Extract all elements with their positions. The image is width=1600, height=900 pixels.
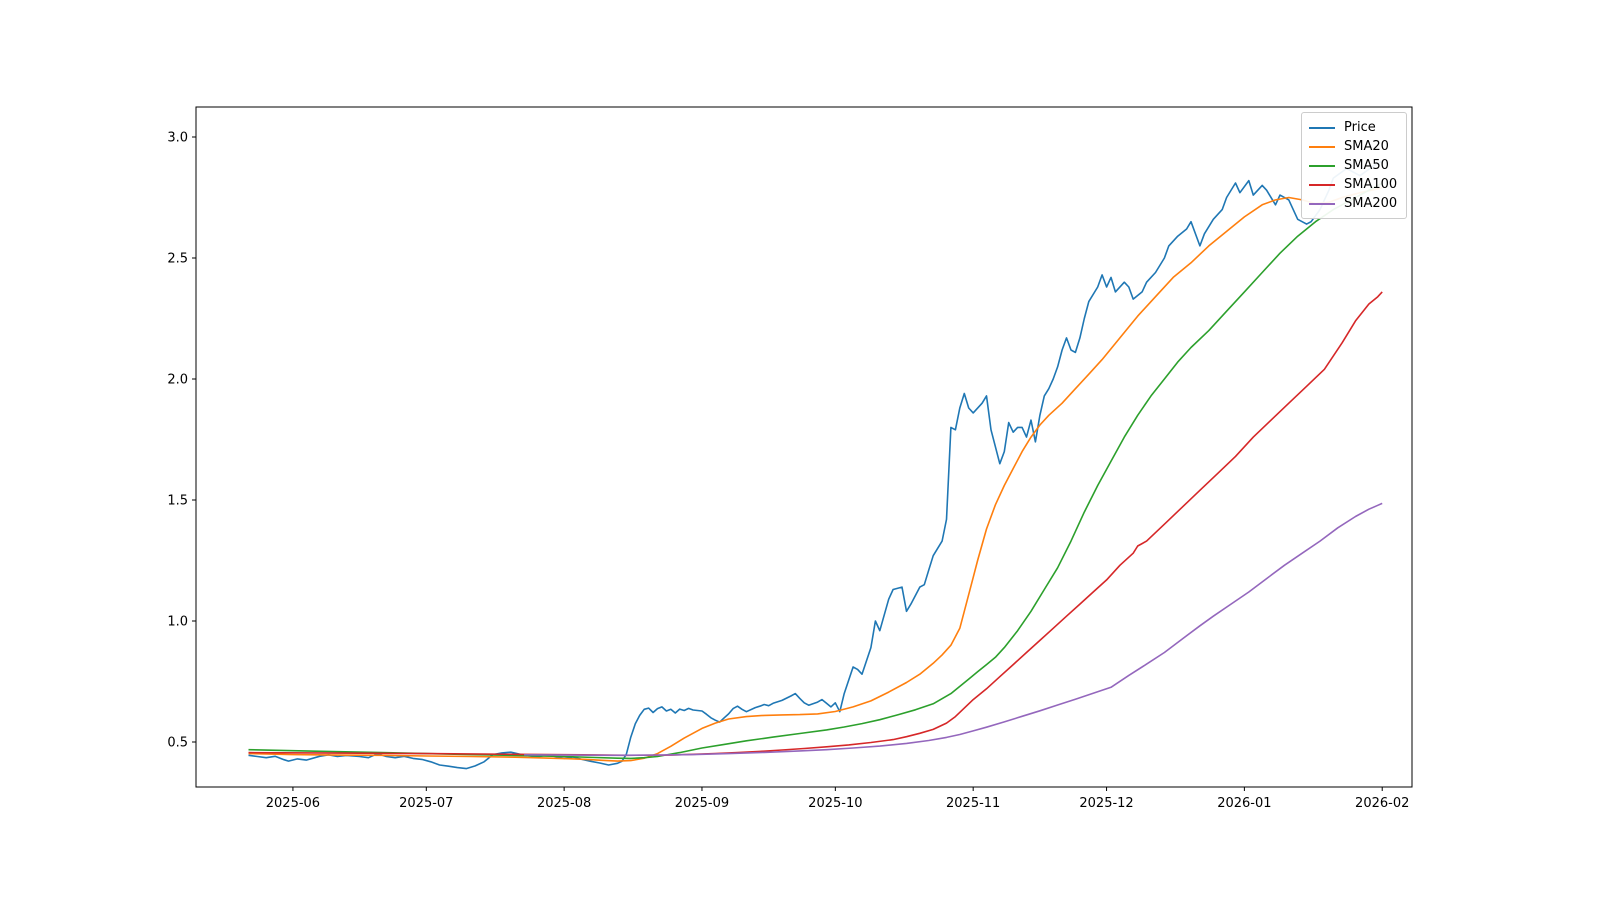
legend-label-sma100: SMA100 xyxy=(1344,177,1398,192)
legend-label-sma20: SMA20 xyxy=(1344,139,1389,154)
price-line-sample-icon xyxy=(1309,126,1335,129)
legend: Price SMA20 SMA50 SMA100 SMA200 xyxy=(1301,112,1407,219)
y-tick-label: 3.0 xyxy=(167,131,188,146)
series-line-sma200 xyxy=(524,502,1383,757)
series-line-sma20 xyxy=(248,187,1383,762)
series-line-sma50 xyxy=(248,182,1383,760)
y-tick-label: 2.5 xyxy=(167,252,188,267)
x-tick-label: 2025-10 xyxy=(808,796,862,811)
x-tick-label: 2025-09 xyxy=(675,796,729,811)
legend-item-price: Price xyxy=(1309,118,1399,137)
x-tick-label: 2025-06 xyxy=(266,796,320,811)
legend-item-sma100: SMA100 xyxy=(1309,175,1399,194)
sma50-line-sample-icon xyxy=(1309,164,1335,167)
y-tick-label: 1.5 xyxy=(167,493,188,508)
x-tick-label: 2026-02 xyxy=(1355,796,1409,811)
sma100-line-sample-icon xyxy=(1309,183,1335,186)
x-tick-label: 2025-12 xyxy=(1079,796,1133,811)
sma20-line-sample-icon xyxy=(1309,145,1335,148)
legend-item-sma50: SMA50 xyxy=(1309,156,1399,175)
legend-label-sma50: SMA50 xyxy=(1344,158,1389,173)
legend-item-sma200: SMA200 xyxy=(1309,194,1399,213)
sma200-line-sample-icon xyxy=(1309,202,1335,205)
y-tick-label: 1.0 xyxy=(167,614,188,629)
legend-label-sma200: SMA200 xyxy=(1344,196,1398,211)
x-tick-label: 2025-07 xyxy=(399,796,453,811)
series-line-price xyxy=(248,160,1383,770)
x-tick-label: 2025-11 xyxy=(946,796,1000,811)
plot-border xyxy=(195,106,1413,788)
y-tick-label: 2.0 xyxy=(167,373,188,388)
legend-label-price: Price xyxy=(1344,120,1376,135)
legend-item-sma20: SMA20 xyxy=(1309,137,1399,156)
y-tick-label: 0.5 xyxy=(167,735,188,750)
x-tick-label: 2026-01 xyxy=(1217,796,1271,811)
x-tick-label: 2025-08 xyxy=(537,796,591,811)
series-line-sma100 xyxy=(248,291,1383,757)
